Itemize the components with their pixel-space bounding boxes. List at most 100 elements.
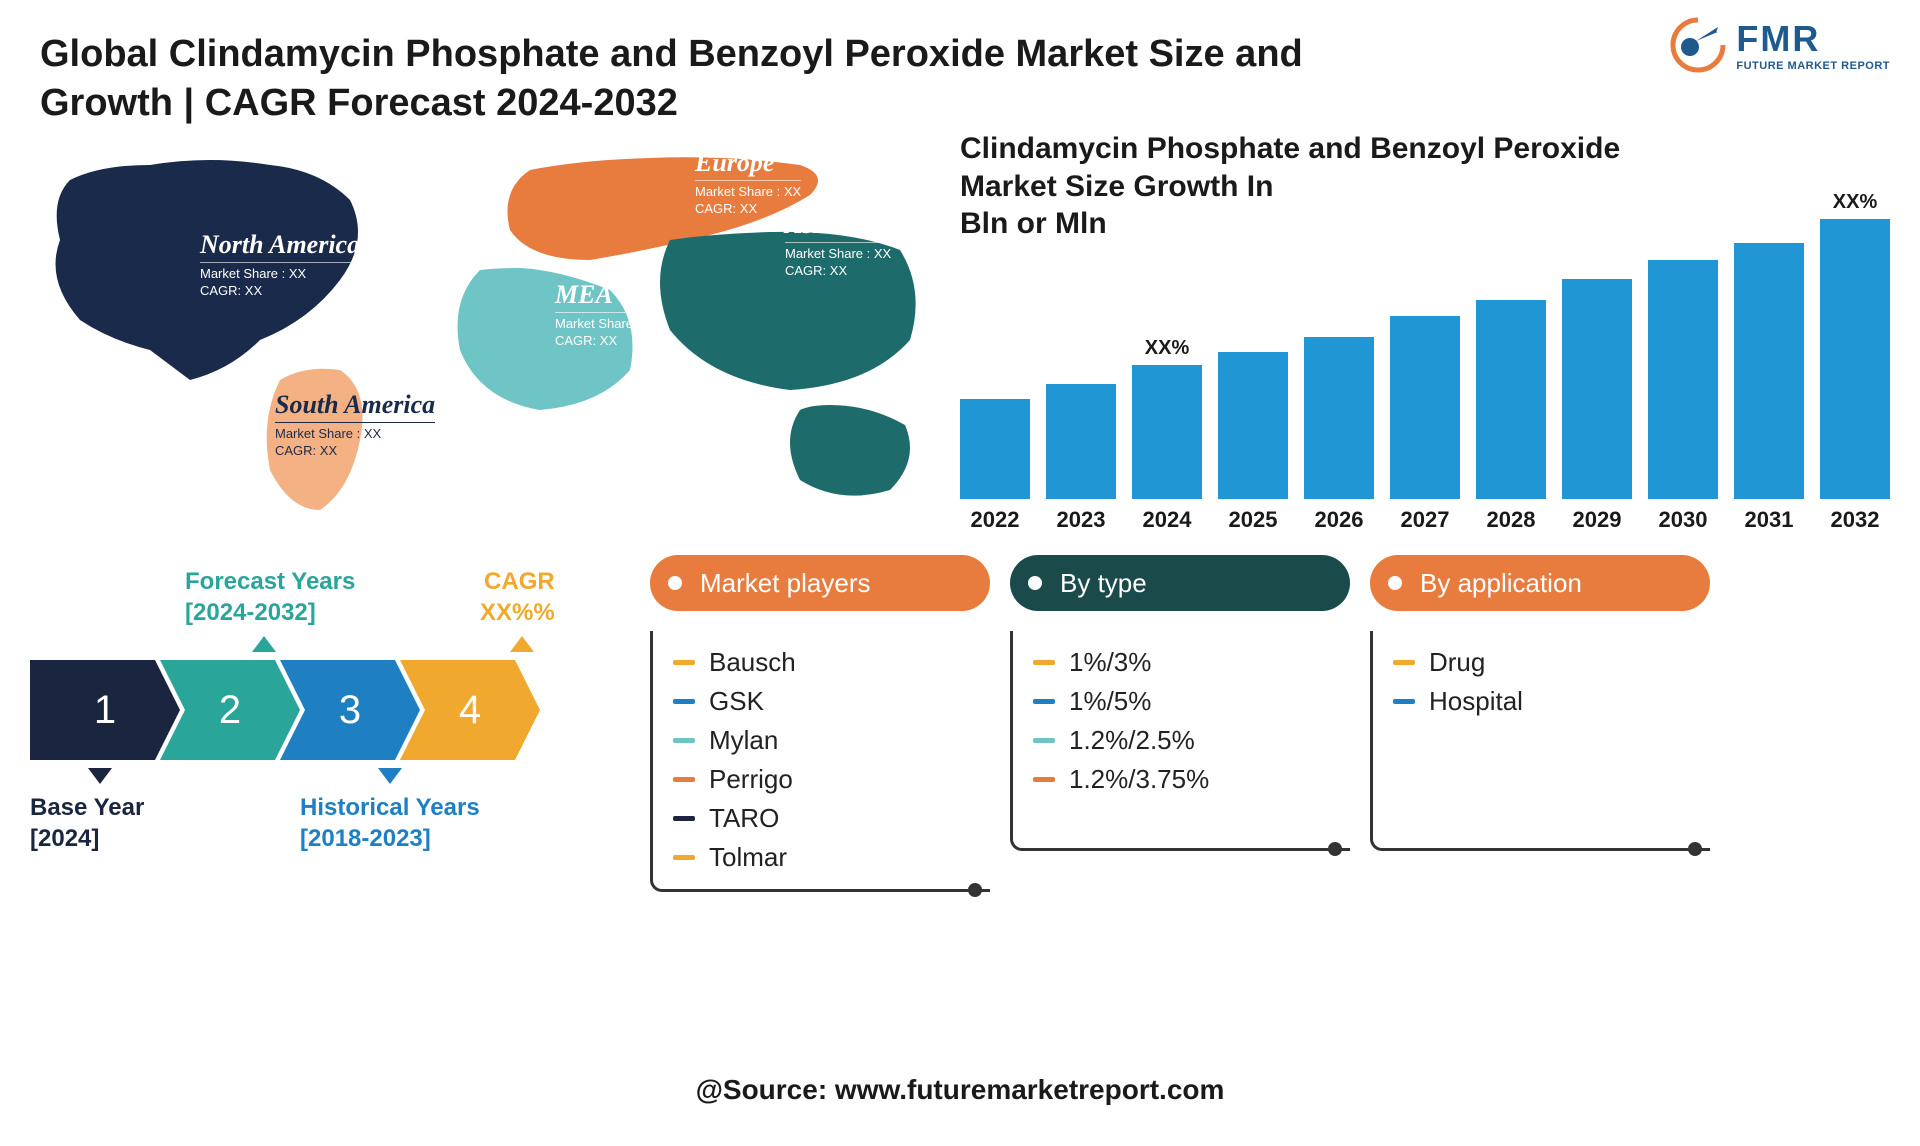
bar-year-label: 2028 (1487, 507, 1536, 533)
chart-title-line1: Clindamycin Phosphate and Benzoyl Peroxi… (960, 132, 1620, 165)
bar (1562, 279, 1632, 498)
category-title: By type (1060, 568, 1147, 599)
category-list: 1%/3% 1%/5% 1.2%/2.5% 1.2%/3.75% (1010, 631, 1350, 851)
segment-number: 4 (459, 688, 481, 733)
label-range: [2024] (30, 825, 99, 852)
list-item: Drug (1393, 643, 1710, 682)
list-item: Bausch (673, 643, 990, 682)
label-range: [2018-2023] (300, 825, 431, 852)
bar-column: XX%2024 (1132, 365, 1202, 533)
item-label: Perrigo (709, 764, 793, 795)
bullet-icon (1393, 699, 1415, 704)
growth-bar-chart: Clindamycin Phosphate and Benzoyl Peroxi… (960, 130, 1920, 530)
pill-dot-icon (1028, 576, 1042, 590)
item-label: Drug (1429, 647, 1485, 678)
segment-number: 3 (339, 688, 361, 733)
bar-year-label: 2024 (1143, 507, 1192, 533)
pill-dot-icon (668, 576, 682, 590)
category-pill: By application (1370, 555, 1710, 611)
region-share: Market Share : XX (275, 422, 435, 441)
item-label: Tolmar (709, 842, 787, 873)
region-share: Market Share : XX (785, 242, 914, 261)
list-item: 1.2%/3.75% (1033, 760, 1350, 799)
list-item: GSK (673, 682, 990, 721)
forecast-years-label: Forecast Years [2024-2032] (185, 566, 355, 628)
label-text: Forecast Years (185, 568, 355, 595)
bar-year-label: 2030 (1659, 507, 1708, 533)
bar (1046, 384, 1116, 499)
region-cagr: CAGR: XX (555, 333, 661, 348)
bar-column: XX% 2032 (1820, 219, 1890, 533)
bar-year-label: 2032 (1831, 507, 1880, 533)
region-europe: Europe Market Share : XX CAGR: XX (695, 148, 801, 216)
bullet-icon (673, 855, 695, 860)
logo-main-text: FMR (1736, 18, 1890, 60)
historical-years-label: Historical Years [2018-2023] (300, 792, 480, 854)
list-item: Tolmar (673, 838, 990, 877)
region-name: MEA (555, 280, 661, 310)
item-label: 1.2%/2.5% (1069, 725, 1195, 756)
list-item: 1.2%/2.5% (1033, 721, 1350, 760)
category-title: Market players (700, 568, 871, 599)
timeline-segment: 2 (160, 660, 300, 760)
bar (960, 399, 1030, 498)
bullet-icon (673, 660, 695, 665)
cagr-label: CAGR XX%% (480, 566, 555, 628)
timeline-chevrons: 1 2 3 4 (30, 660, 590, 760)
arrow-down-icon (88, 768, 112, 784)
bar-column: 2031 (1734, 243, 1804, 533)
category-section: By application Drug Hospital (1370, 555, 1710, 851)
region-cagr: CAGR: XX (275, 443, 435, 458)
bar (1304, 337, 1374, 499)
bullet-icon (1033, 699, 1055, 704)
region-name: Europe (695, 148, 801, 178)
label-range: [2024-2032] (185, 599, 316, 626)
bar-column: 2027 (1390, 316, 1460, 533)
arrow-up-icon (510, 636, 534, 652)
bar-year-label: 2027 (1401, 507, 1450, 533)
region-north-america: North America Market Share : XX CAGR: XX (200, 230, 360, 298)
region-name: Asia Pacific (785, 210, 914, 240)
label-text: Base Year (30, 794, 144, 821)
category-section: By type 1%/3% 1%/5% 1.2%/2.5% 1.2%/3.75% (1010, 555, 1350, 851)
bar-column: 2023 (1046, 384, 1116, 533)
bullet-icon (673, 738, 695, 743)
bar-column: 2029 (1562, 279, 1632, 532)
label-value: XX%% (480, 599, 555, 626)
bullet-icon (673, 816, 695, 821)
segment-number: 1 (94, 688, 116, 733)
bar (1218, 352, 1288, 498)
item-label: TARO (709, 803, 779, 834)
list-item: 1%/5% (1033, 682, 1350, 721)
base-year-label: Base Year [2024] (30, 792, 144, 854)
world-map: North America Market Share : XX CAGR: XX… (30, 140, 930, 520)
bar-column: 2030 (1648, 260, 1718, 532)
category-pill: Market players (650, 555, 990, 611)
logo-icon (1668, 15, 1728, 75)
region-share: Market Share : XX (555, 312, 661, 331)
bar: XX% (1820, 219, 1890, 499)
category-title: By application (1420, 568, 1582, 599)
bullet-icon (673, 699, 695, 704)
chart-title-line3: Bln or Mln (960, 207, 1107, 240)
bar (1476, 300, 1546, 499)
bar-year-label: 2022 (971, 507, 1020, 533)
category-pill: By type (1010, 555, 1350, 611)
bar-column: 2022 (960, 399, 1030, 532)
segment-number: 2 (219, 688, 241, 733)
logo-sub-text: FUTURE MARKET REPORT (1736, 60, 1890, 72)
chart-title: Clindamycin Phosphate and Benzoyl Peroxi… (960, 130, 1920, 243)
region-name: North America (200, 230, 360, 260)
bar-annotation: XX% (1145, 337, 1189, 360)
item-label: GSK (709, 686, 764, 717)
list-item: Hospital (1393, 682, 1710, 721)
bar-year-label: 2029 (1573, 507, 1622, 533)
region-share: Market Share : XX (695, 180, 801, 199)
list-item: Mylan (673, 721, 990, 760)
item-label: 1%/3% (1069, 647, 1151, 678)
region-asia-pacific: Asia Pacific Market Share : XX CAGR: XX (785, 210, 914, 278)
region-south-america: South America Market Share : XX CAGR: XX (275, 390, 435, 458)
list-item: TARO (673, 799, 990, 838)
bullet-icon (673, 777, 695, 782)
page-title: Global Clindamycin Phosphate and Benzoyl… (40, 30, 1440, 129)
